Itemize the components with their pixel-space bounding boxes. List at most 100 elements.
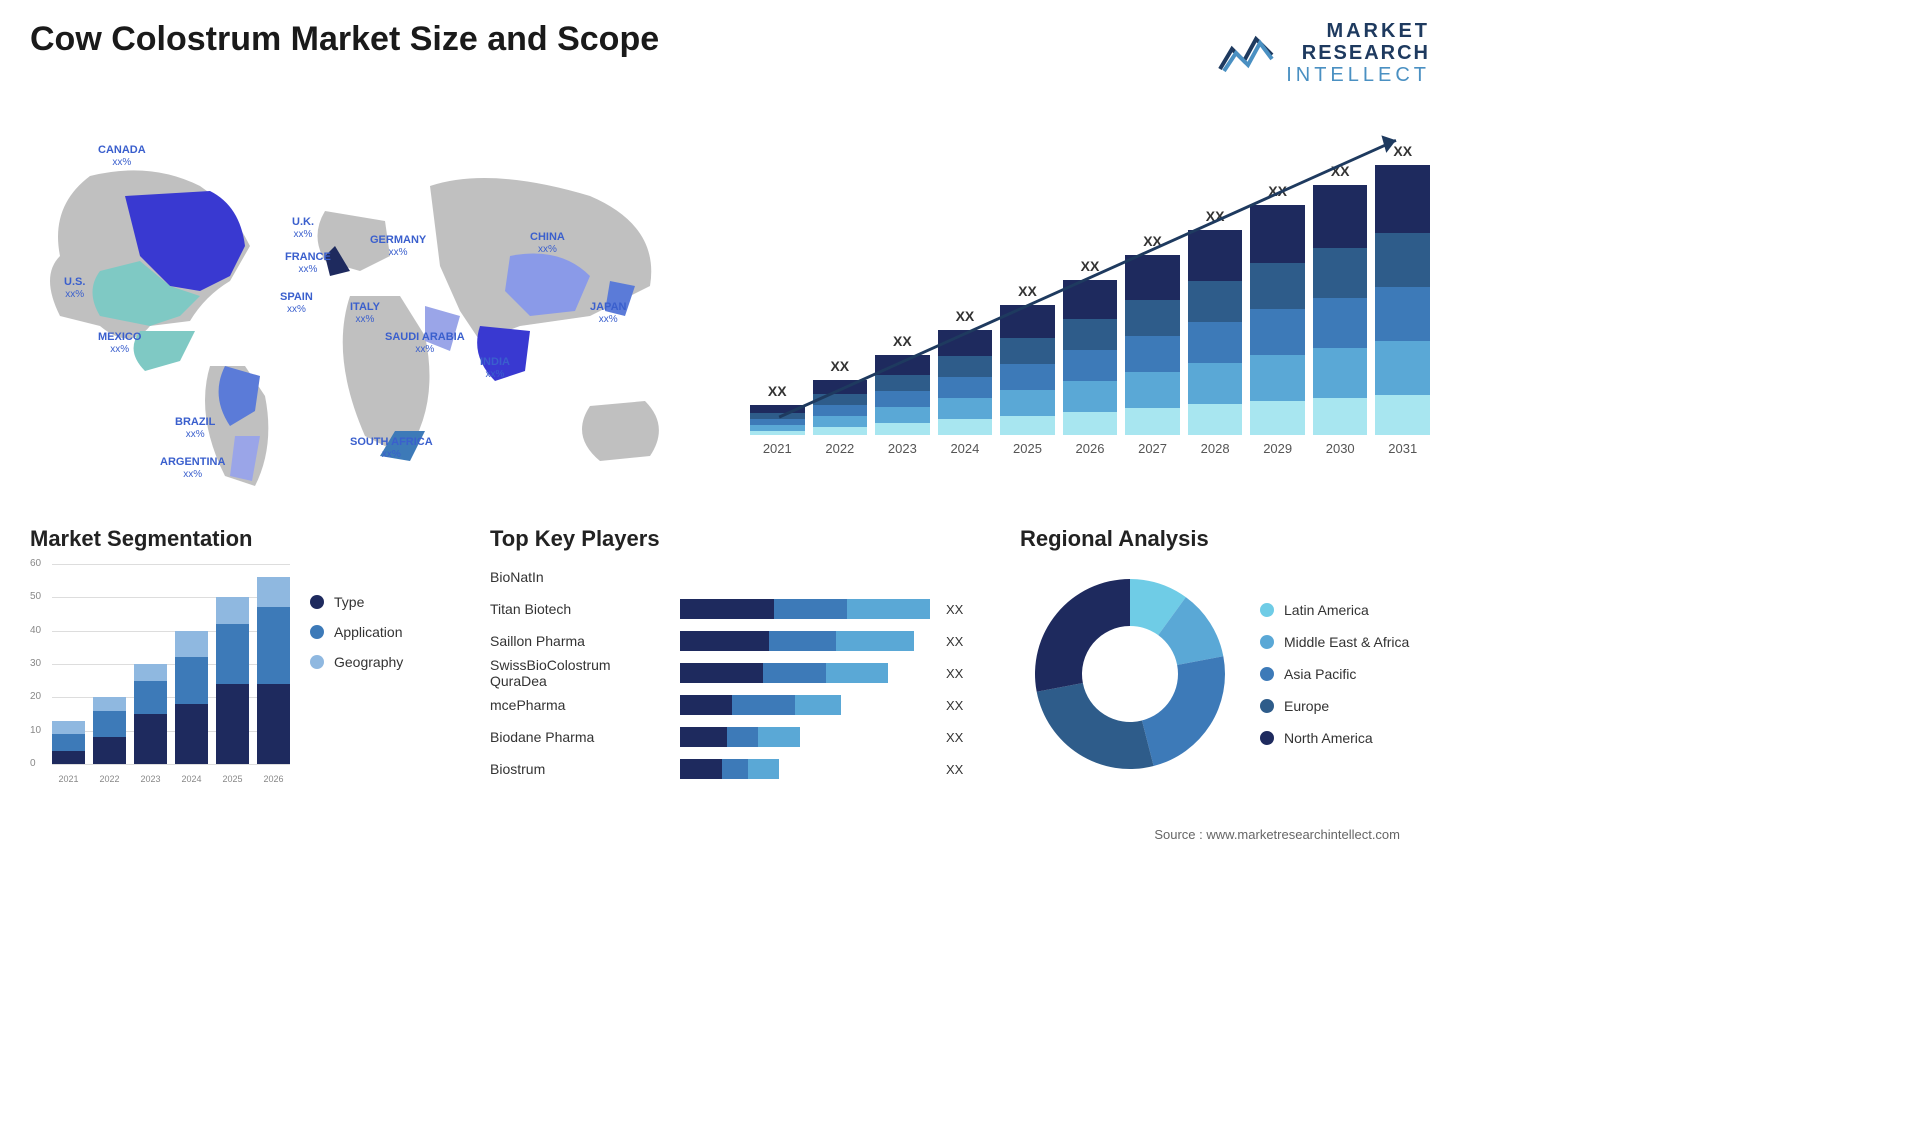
growth-bar: XX 2022 xyxy=(813,358,868,456)
map-label: SPAINxx% xyxy=(280,291,313,316)
growth-bar-year: 2021 xyxy=(763,441,792,456)
map-label: BRAZILxx% xyxy=(175,416,215,441)
segmentation-chart: 0102030405060202120222023202420252026 xyxy=(30,564,290,784)
growth-bar-year: 2023 xyxy=(888,441,917,456)
donut-slice xyxy=(1035,579,1130,692)
growth-chart-panel: XX 2021 XX 2022 XX 2023 XX 2024 XX 2025 … xyxy=(750,116,1430,496)
logo-line1: MARKET xyxy=(1286,20,1430,42)
player-row: Saillon Pharma XX xyxy=(490,628,990,654)
player-name: BioNatIn xyxy=(490,569,670,585)
header: Cow Colostrum Market Size and Scope MARK… xyxy=(30,20,1430,86)
logo-line3: INTELLECT xyxy=(1286,64,1430,86)
players-title: Top Key Players xyxy=(490,526,990,552)
world-map-panel: CANADAxx%U.S.xx%MEXICOxx%BRAZILxx%ARGENT… xyxy=(30,116,710,496)
growth-bar-year: 2026 xyxy=(1076,441,1105,456)
regional-legend: Latin America Middle East & Africa Asia Pa… xyxy=(1260,602,1409,746)
seg-bar xyxy=(175,631,208,764)
player-bar xyxy=(680,727,930,747)
top-row: CANADAxx%U.S.xx%MEXICOxx%BRAZILxx%ARGENT… xyxy=(30,116,1430,496)
growth-bar-year: 2024 xyxy=(950,441,979,456)
logo-icon xyxy=(1218,29,1274,78)
growth-bar-value: XX xyxy=(1018,283,1037,299)
seg-y-tick: 30 xyxy=(30,658,41,669)
seg-bar xyxy=(134,664,167,764)
legend-item: Application xyxy=(310,624,403,640)
growth-bar: XX 2026 xyxy=(1063,258,1118,456)
player-bar xyxy=(680,759,930,779)
legend-item: Europe xyxy=(1260,698,1409,714)
player-row: Titan Biotech XX xyxy=(490,596,990,622)
player-row: BioNatIn xyxy=(490,564,990,590)
growth-bar-year: 2030 xyxy=(1326,441,1355,456)
segmentation-legend: Type Application Geography xyxy=(310,564,403,784)
seg-y-tick: 10 xyxy=(30,725,41,736)
growth-bar: XX 2025 xyxy=(1000,283,1055,456)
player-value: XX xyxy=(946,666,963,681)
brand-logo: MARKET RESEARCH INTELLECT xyxy=(1218,20,1430,86)
growth-bar-value: XX xyxy=(893,333,912,349)
seg-x-tick: 2021 xyxy=(52,774,85,784)
growth-bar-year: 2027 xyxy=(1138,441,1167,456)
seg-y-tick: 50 xyxy=(30,591,41,602)
player-value: XX xyxy=(946,634,963,649)
regional-donut-chart xyxy=(1020,564,1240,784)
player-bar xyxy=(680,567,930,587)
legend-item: North America xyxy=(1260,730,1409,746)
player-bar xyxy=(680,631,930,651)
map-label: GERMANYxx% xyxy=(370,234,426,259)
map-label: FRANCExx% xyxy=(285,251,331,276)
player-name: Saillon Pharma xyxy=(490,633,670,649)
growth-bar: XX 2029 xyxy=(1250,183,1305,456)
growth-bar: XX 2028 xyxy=(1188,208,1243,456)
map-label: MEXICOxx% xyxy=(98,331,141,356)
seg-x-tick: 2026 xyxy=(257,774,290,784)
map-label: JAPANxx% xyxy=(590,301,626,326)
growth-bar-value: XX xyxy=(1143,233,1162,249)
growth-bar-value: XX xyxy=(956,308,975,324)
legend-item: Type xyxy=(310,594,403,610)
map-label: ARGENTINAxx% xyxy=(160,456,225,481)
seg-x-tick: 2025 xyxy=(216,774,249,784)
growth-bar-year: 2028 xyxy=(1201,441,1230,456)
growth-bar-year: 2029 xyxy=(1263,441,1292,456)
map-label: U.K.xx% xyxy=(292,216,314,241)
growth-bar-value: XX xyxy=(1268,183,1287,199)
growth-bar-year: 2022 xyxy=(825,441,854,456)
growth-bar-value: XX xyxy=(768,383,787,399)
player-name: Titan Biotech xyxy=(490,601,670,617)
legend-item: Geography xyxy=(310,654,403,670)
map-label: ITALYxx% xyxy=(350,301,380,326)
player-row: SwissBioColostrum QuraDea XX xyxy=(490,660,990,686)
map-label: SAUDI ARABIAxx% xyxy=(385,331,465,356)
growth-bar: XX 2024 xyxy=(938,308,993,456)
player-bar xyxy=(680,663,930,683)
bottom-row: Market Segmentation 01020304050602021202… xyxy=(30,526,1430,806)
seg-bar xyxy=(257,577,290,764)
legend-item: Middle East & Africa xyxy=(1260,634,1409,650)
seg-bar xyxy=(52,721,85,764)
growth-bar-value: XX xyxy=(1081,258,1100,274)
player-name: mcePharma xyxy=(490,697,670,713)
regional-panel: Regional Analysis Latin America Middle Ea… xyxy=(1020,526,1430,806)
growth-bar-value: XX xyxy=(1331,163,1350,179)
seg-bar xyxy=(216,597,249,764)
seg-y-tick: 60 xyxy=(30,558,41,569)
growth-bar: XX 2030 xyxy=(1313,163,1368,456)
growth-bar-value: XX xyxy=(1393,143,1412,159)
growth-bar: XX 2027 xyxy=(1125,233,1180,456)
regional-title: Regional Analysis xyxy=(1020,526,1430,552)
growth-bar-year: 2025 xyxy=(1013,441,1042,456)
map-label: CHINAxx% xyxy=(530,231,565,256)
player-row: Biodane Pharma XX xyxy=(490,724,990,750)
source-attribution: Source : www.marketresearchintellect.com xyxy=(1154,827,1400,842)
seg-x-tick: 2022 xyxy=(93,774,126,784)
map-label: CANADAxx% xyxy=(98,144,146,169)
player-bar xyxy=(680,695,930,715)
legend-item: Asia Pacific xyxy=(1260,666,1409,682)
seg-x-tick: 2023 xyxy=(134,774,167,784)
player-value: XX xyxy=(946,730,963,745)
legend-item: Latin America xyxy=(1260,602,1409,618)
player-value: XX xyxy=(946,698,963,713)
seg-y-tick: 40 xyxy=(30,625,41,636)
growth-bar: XX 2021 xyxy=(750,383,805,456)
